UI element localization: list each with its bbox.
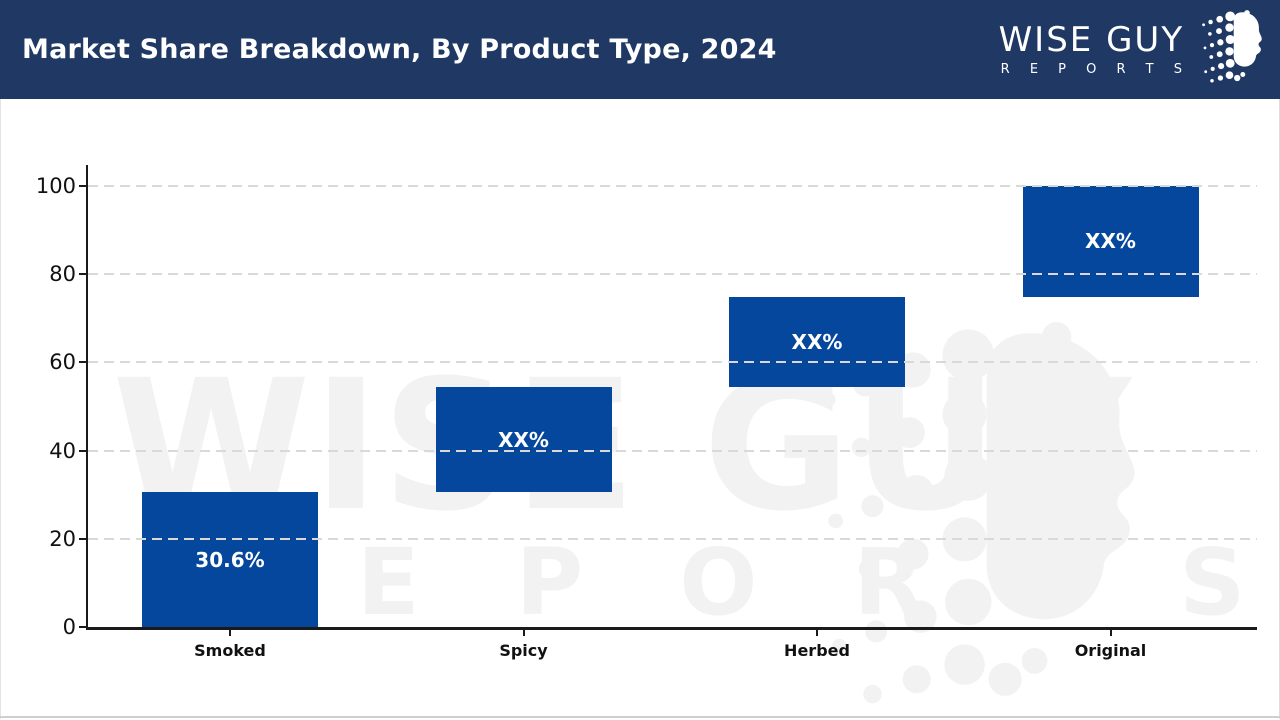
- y-tick-label-0: 0: [62, 615, 76, 639]
- logo-subtitle: R E P O R T S: [1000, 61, 1190, 77]
- bar-smoked: [142, 492, 318, 627]
- bar-herbed: [729, 296, 905, 388]
- y-tick-60: [79, 361, 88, 364]
- y-tick-80: [79, 273, 88, 276]
- y-tick-40: [79, 449, 88, 452]
- bar-original: [1022, 186, 1199, 297]
- gridline-60: [88, 361, 1257, 364]
- x-tick-herbed: [816, 630, 818, 636]
- chart-title: Market Share Breakdown, By Product Type,…: [22, 34, 777, 65]
- x-tick-spicy: [522, 630, 525, 636]
- wiseguy-logo: WISE GUY R E P O R T S: [993, 8, 1270, 92]
- y-tick-label-60: 60: [49, 350, 76, 375]
- y-axis-line: [86, 165, 88, 630]
- x-tick-label-herbed: Herbed: [784, 641, 850, 660]
- x-tick-label-original: Original: [1074, 641, 1147, 660]
- bar-label-herbed: XX%: [791, 329, 843, 354]
- gridline-40: [88, 449, 1257, 452]
- x-tick-smoked: [229, 630, 231, 636]
- bar-label-smoked: 30.6%: [195, 547, 265, 572]
- bar-spicy: [435, 387, 612, 493]
- x-tick-original: [1109, 630, 1112, 636]
- y-tick-label-100: 100: [35, 174, 76, 198]
- x-axis-line: [86, 627, 1257, 630]
- y-tick-label-20: 20: [49, 526, 76, 551]
- gridline-80: [88, 273, 1257, 276]
- logo-text: WISE GUY R E P O R T S: [993, 23, 1190, 77]
- chart-area: WISE GUY R E P O R T S 0 20 40 60 80 100 30.6%…: [0, 99, 1280, 720]
- bottom-border: [0, 716, 1280, 718]
- gridline-100: [88, 185, 1257, 187]
- gridline-20: [88, 537, 1257, 540]
- bar-label-original: XX%: [1085, 229, 1136, 254]
- y-tick-100: [79, 185, 88, 187]
- y-tick-0: [79, 626, 88, 628]
- y-tick-label-80: 80: [49, 262, 76, 287]
- bar-label-spicy: XX%: [498, 427, 549, 452]
- logo-face-icon: [1196, 8, 1270, 92]
- logo-wordmark: WISE GUY: [998, 19, 1185, 60]
- header: Market Share Breakdown, By Product Type,…: [0, 0, 1280, 99]
- x-tick-label-smoked: Smoked: [194, 641, 266, 660]
- x-tick-label-spicy: Spicy: [499, 641, 548, 660]
- y-tick-label-40: 40: [49, 438, 76, 463]
- y-tick-20: [79, 537, 88, 540]
